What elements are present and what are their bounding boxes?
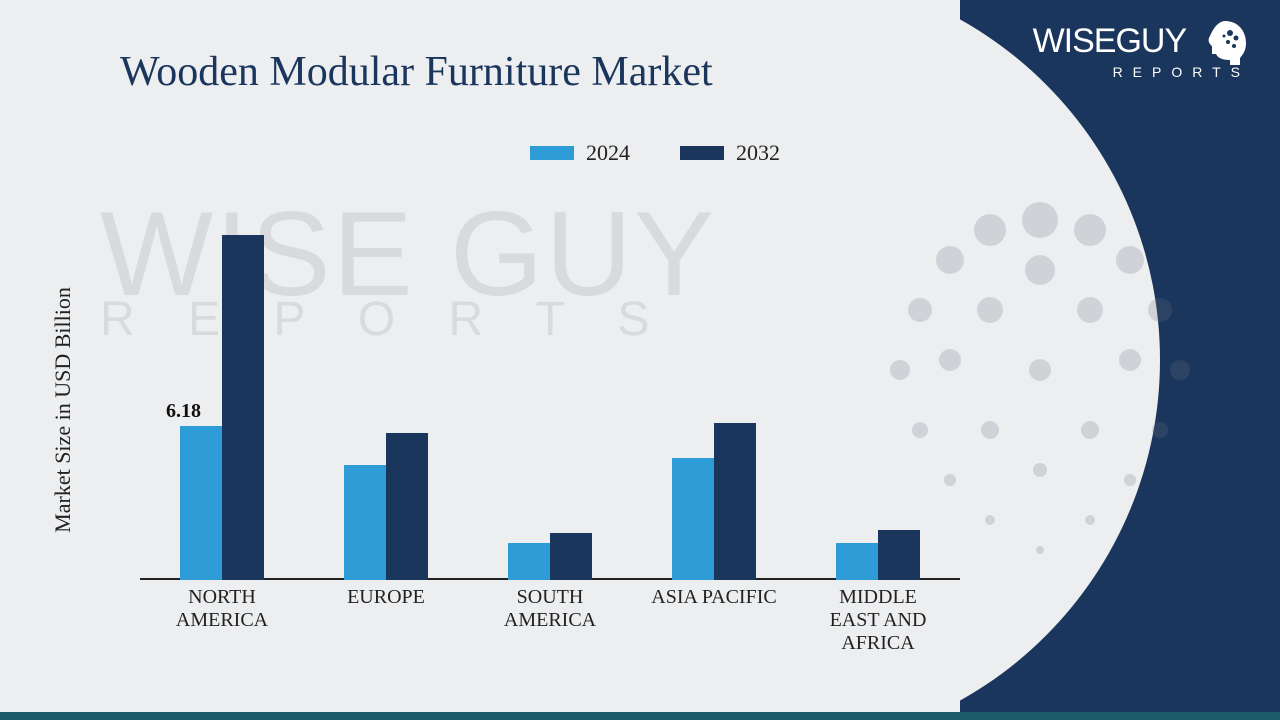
chart-title: Wooden Modular Furniture Market (120, 48, 713, 96)
legend-item-2024: 2024 (530, 140, 630, 166)
category-labels: NORTH AMERICA EUROPE SOUTH AMERICA ASIA PAC… (140, 586, 960, 655)
bar-2032 (714, 423, 756, 581)
bar-2024 (672, 458, 714, 581)
bar-2032 (878, 530, 920, 580)
category-label: NORTH AMERICA (157, 586, 287, 655)
legend: 2024 2032 (530, 140, 780, 166)
bar-2024 (508, 543, 550, 581)
category-label: SOUTH AMERICA (485, 586, 615, 655)
bar-2032 (550, 533, 592, 581)
bar-2024 (836, 543, 878, 581)
bar-2032 (386, 433, 428, 581)
legend-swatch-2032 (680, 146, 724, 160)
bar-group (664, 180, 764, 580)
category-label: MIDDLE EAST AND AFRICA (813, 586, 943, 655)
brand-head-icon (1200, 18, 1250, 68)
legend-label-2032: 2032 (736, 140, 780, 166)
side-panel (960, 0, 1280, 720)
category-label: ASIA PACIFIC (649, 586, 779, 655)
bar-value-label: 6.18 (166, 400, 201, 423)
brand-line1: WISEGUY (1033, 22, 1186, 60)
chart: Market Size in USD Billion 2024 2032 6.1… (60, 140, 980, 680)
plot-area: 6.18 NORTH AMERICAEUROPESOUTH AMERICAASI… (140, 180, 960, 580)
legend-label-2024: 2024 (586, 140, 630, 166)
bar-group (336, 180, 436, 580)
bar-group (500, 180, 600, 580)
legend-swatch-2024 (530, 146, 574, 160)
brand-logo: WISEGUY REPORTS (1033, 18, 1250, 80)
category-label: EUROPE (321, 586, 451, 655)
bottom-accent-strip (0, 712, 1280, 720)
bar-group (828, 180, 928, 580)
bar-group: 6.18 (172, 180, 272, 580)
bar-2024 (344, 465, 386, 580)
y-axis-label: Market Size in USD Billion (50, 287, 76, 533)
bar-2032 (222, 235, 264, 580)
legend-item-2032: 2032 (680, 140, 780, 166)
bar-2024: 6.18 (180, 426, 222, 581)
bar-groups: 6.18 (140, 180, 960, 580)
